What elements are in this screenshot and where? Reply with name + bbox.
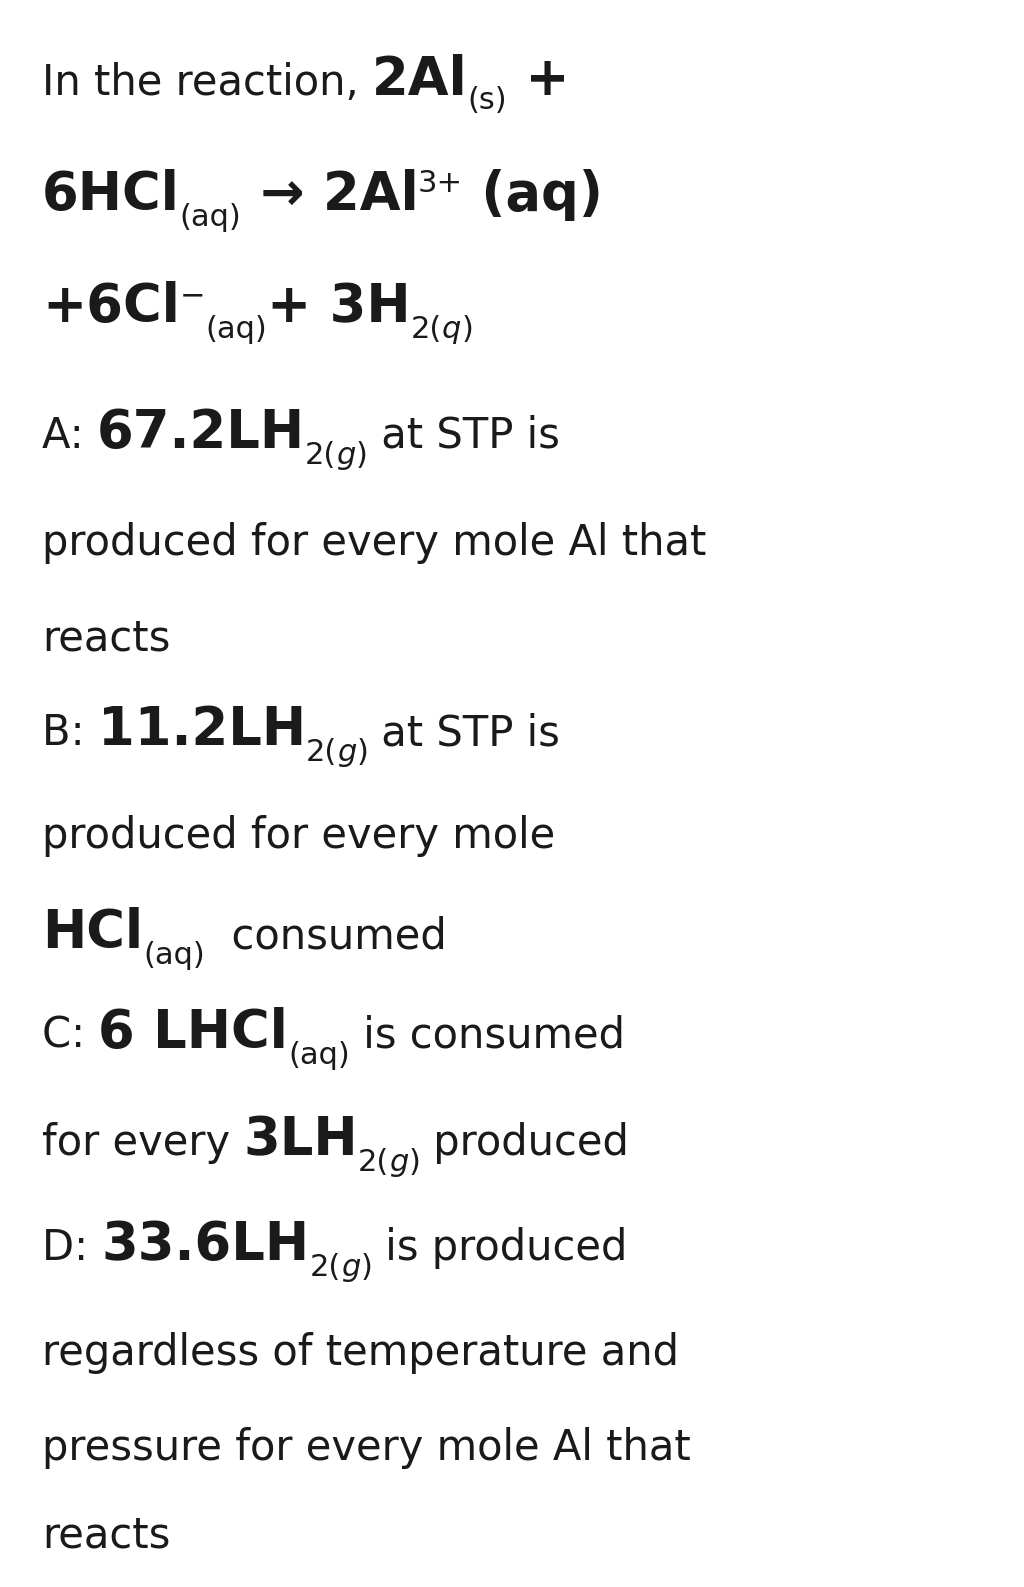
Text: +: + [507,54,570,106]
Text: at STP is: at STP is [369,713,560,754]
Text: (aq): (aq) [205,314,267,344]
Text: (aq): (aq) [288,1041,350,1070]
Text: g: g [341,1254,360,1282]
Text: reacts: reacts [42,1516,170,1557]
Text: 6 LHCl: 6 LHCl [98,1008,288,1059]
Text: at STP is: at STP is [368,414,559,457]
Text: (aq): (aq) [180,203,242,232]
Text: ): ) [356,738,369,767]
Text: ): ) [355,441,368,470]
Text: ): ) [461,314,473,344]
Text: 3LH: 3LH [244,1114,358,1166]
Text: −: − [180,281,205,309]
Text: (s): (s) [468,86,507,114]
Text: → 2Al: → 2Al [242,168,418,221]
Text: 2(: 2( [411,314,442,344]
Text: pressure for every mole Al that: pressure for every mole Al that [42,1427,691,1470]
Text: A:: A: [42,414,97,457]
Text: q: q [442,314,461,344]
Text: 6HCl: 6HCl [42,168,180,221]
Text: HCl: HCl [42,908,143,959]
Text: (aq): (aq) [463,168,603,221]
Text: 2Al: 2Al [372,54,468,106]
Text: g: g [389,1147,409,1178]
Text: 11.2LH: 11.2LH [98,705,306,755]
Text: 3+: 3+ [418,168,463,198]
Text: 2(: 2( [306,738,337,767]
Text: produced: produced [421,1122,630,1163]
Text: reacts: reacts [42,617,170,659]
Text: 33.6LH: 33.6LH [101,1219,309,1271]
Text: +6Cl: +6Cl [42,281,180,333]
Text: ): ) [409,1147,421,1178]
Text: consumed: consumed [205,916,446,957]
Text: 2(: 2( [309,1254,341,1282]
Text: is consumed: is consumed [350,1016,625,1057]
Text: + 3H: + 3H [267,281,411,333]
Text: (aq): (aq) [143,941,205,970]
Text: C:: C: [42,1016,98,1057]
Text: for every: for every [42,1122,244,1163]
Text: is produced: is produced [372,1227,628,1270]
Text: 67.2LH: 67.2LH [97,406,305,459]
Text: g: g [337,738,356,767]
Text: B:: B: [42,713,98,754]
Text: produced for every mole Al that: produced for every mole Al that [42,522,707,563]
Text: produced for every mole: produced for every mole [42,816,555,857]
Text: ): ) [360,1254,372,1282]
Text: 2(: 2( [358,1147,389,1178]
Text: In the reaction,: In the reaction, [42,62,372,105]
Text: 2(: 2( [305,441,336,470]
Text: D:: D: [42,1227,101,1270]
Text: g: g [336,441,355,470]
Text: regardless of temperature and: regardless of temperature and [42,1331,679,1374]
